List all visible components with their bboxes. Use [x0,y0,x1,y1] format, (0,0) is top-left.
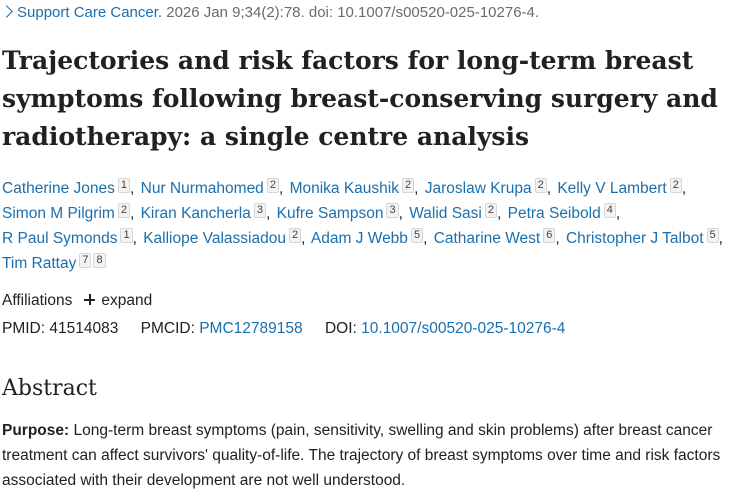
author-name-link[interactable]: Monika Kaushik [289,180,399,197]
author-item: Nur Nurmahomed 2, [140,178,286,197]
purpose-label: Purpose: [2,422,70,439]
plus-icon[interactable] [84,294,96,305]
affiliation-ref-badge[interactable]: 2 [266,178,279,193]
affiliation-ref-badge[interactable]: 5 [706,228,719,243]
affiliation-ref-badge[interactable]: 2 [117,203,130,218]
author-item: Kiran Kancherla 3, [140,203,273,222]
author-name-link[interactable]: Tim Rattay [2,255,77,272]
pmcid-link[interactable]: PMC12789158 [199,320,303,337]
citation-details: 2026 Jan 9;34(2):78. doi: 10.1007/s00520… [166,4,540,21]
author-name-link[interactable]: Christopher J Talbot [565,230,704,247]
chevron-right-icon[interactable] [0,5,13,18]
journal-citation: Support Care Cancer. 2026 Jan 9;34(2):78… [0,3,540,23]
author-item: Simon M Pilgrim 2, [2,203,136,222]
author-separator: , [398,205,403,222]
author-name-link[interactable]: Simon M Pilgrim [2,205,115,222]
affiliation-ref-badge[interactable]: 1 [120,228,133,243]
author-item: Adam J Webb 5, [310,228,430,247]
author-name-link[interactable]: Walid Sasi [409,205,482,222]
author-name-link[interactable]: Kalliope Valassiadou [143,230,286,247]
doi-label: DOI: [324,320,357,337]
pmid-label: PMID: [2,320,46,337]
author-name-link[interactable]: Nur Nurmahomed [140,180,264,197]
affiliation-ref-badge[interactable]: 8 [93,253,106,268]
abstract-heading: Abstract [2,376,97,401]
article-title: Trajectories and risk factors for long-t… [2,46,718,151]
author-name-link[interactable]: Catharine West [433,230,541,247]
purpose-text: Long-term breast symptoms (pain, sensiti… [2,422,721,489]
author-item: Christopher J Talbot 5, [565,228,725,247]
affiliation-ref-badge[interactable]: 2 [534,178,547,193]
affiliation-ref-badge[interactable]: 2 [401,178,415,193]
author-item: Kufre Sampson 3, [276,203,405,222]
abstract-purpose: Purpose: Long-term breast symptoms (pain… [2,418,748,493]
author-name-link[interactable]: Kiran Kancherla [140,205,251,222]
journal-link[interactable]: Support Care Cancer. [17,4,163,21]
affiliation-ref-badge[interactable]: 3 [386,203,399,218]
author-name-link[interactable]: Petra Seibold [507,205,601,222]
author-name-link[interactable]: R Paul Symonds [2,230,118,247]
author-separator: , [129,205,135,222]
expand-label[interactable]: expand [101,292,153,309]
author-item: Kelly V Lambert 2, [557,178,688,197]
affiliation-ref-badge[interactable]: 5 [410,228,424,243]
affiliation-ref-badge[interactable]: 2 [669,178,682,193]
affiliation-ref-badge[interactable]: 7 [79,253,92,268]
author-separator: , [615,205,621,222]
pmcid-label: PMCID: [140,320,195,337]
author-separator: , [278,180,284,197]
author-separator: , [555,230,560,247]
author-item: Monika Kaushik 2, [289,178,421,197]
affiliation-ref-badge[interactable]: 6 [543,228,556,243]
authors-list: Catherine Jones 1, Nur Nurmahomed 2, Monik… [2,176,746,276]
author-item: Petra Seibold 4, [507,203,623,222]
author-item: R Paul Symonds 1, [2,228,139,247]
author-name-link[interactable]: Catherine Jones [2,180,115,197]
author-name-link[interactable]: Adam J Webb [310,230,408,247]
author-separator: , [546,180,551,197]
author-item: Kalliope Valassiadou 2, [143,228,307,247]
author-separator: , [130,180,135,197]
affiliation-ref-badge[interactable]: 2 [484,203,497,218]
author-name-link[interactable]: Jaroslaw Krupa [424,180,532,197]
author-name-link[interactable]: Kelly V Lambert [557,180,667,197]
author-item: Walid Sasi 2, [409,203,503,222]
author-name-link[interactable]: Kufre Sampson [276,205,384,222]
author-separator: , [718,230,723,247]
doi-link[interactable]: 10.1007/s00520-025-10276-4 [361,320,566,337]
affiliation-ref-badge[interactable]: 3 [253,203,266,218]
pmid-value: 41514083 [49,320,119,337]
affiliation-ref-badge[interactable]: 1 [117,178,130,193]
identifiers: PMID: 41514083 PMCID: PMC12789158 DOI: 1… [2,318,565,340]
author-separator: , [423,230,428,247]
author-separator: , [266,205,271,222]
author-separator: , [414,180,419,197]
author-separator: , [497,205,502,222]
author-item: Catherine Jones 1, [2,178,136,197]
author-item: Tim Rattay 7 8 [2,253,106,272]
author-separator: , [301,230,306,247]
author-item: Jaroslaw Krupa 2, [424,178,553,197]
affiliations-toggle[interactable]: Affiliations expand [2,290,152,312]
author-separator: , [681,180,687,197]
author-separator: , [132,230,137,247]
affiliations-label: Affiliations [2,292,73,309]
author-item: Catharine West 6, [433,228,562,247]
affiliation-ref-badge[interactable]: 4 [603,203,616,218]
affiliation-ref-badge[interactable]: 2 [288,228,302,243]
